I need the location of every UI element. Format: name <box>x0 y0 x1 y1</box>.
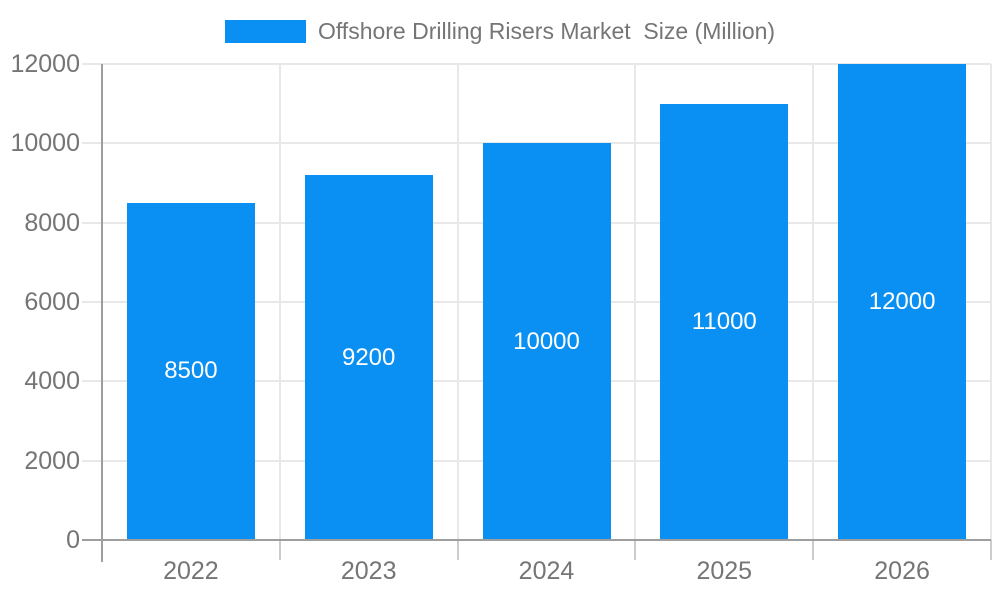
bar <box>126 202 255 540</box>
bar <box>660 103 789 540</box>
x-axis-tick <box>278 540 281 560</box>
legend-label: Offshore Drilling Risers Market Size (Mi… <box>317 17 776 44</box>
x-axis-tick-label: 2025 <box>696 557 753 585</box>
x-axis-tick-label: 2024 <box>518 557 575 585</box>
y-axis-tick-label: 0 <box>66 526 80 554</box>
bar <box>838 64 967 540</box>
y-axis-tick-label: 2000 <box>24 446 80 475</box>
x-axis-tick-label: 2026 <box>874 557 930 585</box>
x-axis-line <box>82 539 991 541</box>
y-axis-line <box>101 64 103 562</box>
bar <box>304 175 433 540</box>
x-axis-tick <box>456 540 459 560</box>
y-axis-tick-label: 10000 <box>10 129 80 158</box>
legend-swatch <box>224 19 306 43</box>
x-axis-tick-label: 2023 <box>340 557 397 585</box>
x-gridline <box>990 64 992 540</box>
x-axis-tick <box>812 540 815 560</box>
x-gridline <box>634 64 637 540</box>
y-axis-tick-label: 12000 <box>10 50 80 78</box>
bar-data-label: 11000 <box>691 307 757 335</box>
x-gridline <box>456 64 459 540</box>
bar-data-label: 8500 <box>164 357 218 385</box>
y-gridline <box>82 63 991 65</box>
y-axis-tick-label: 4000 <box>24 367 80 396</box>
legend: Offshore Drilling Risers Market Size (Mi… <box>0 17 1000 45</box>
y-axis-tick-label: 8000 <box>24 208 80 237</box>
bar-data-label: 12000 <box>868 288 936 315</box>
x-gridline <box>812 64 815 540</box>
x-axis-tick <box>634 540 637 560</box>
x-gridline <box>278 64 281 540</box>
bar <box>482 143 611 540</box>
bar-data-label: 10000 <box>513 327 580 355</box>
x-axis-tick-label: 2022 <box>163 557 219 585</box>
bar-data-label: 9200 <box>341 343 396 371</box>
y-axis-tick-label: 6000 <box>24 288 80 316</box>
x-axis-tick <box>990 540 992 560</box>
